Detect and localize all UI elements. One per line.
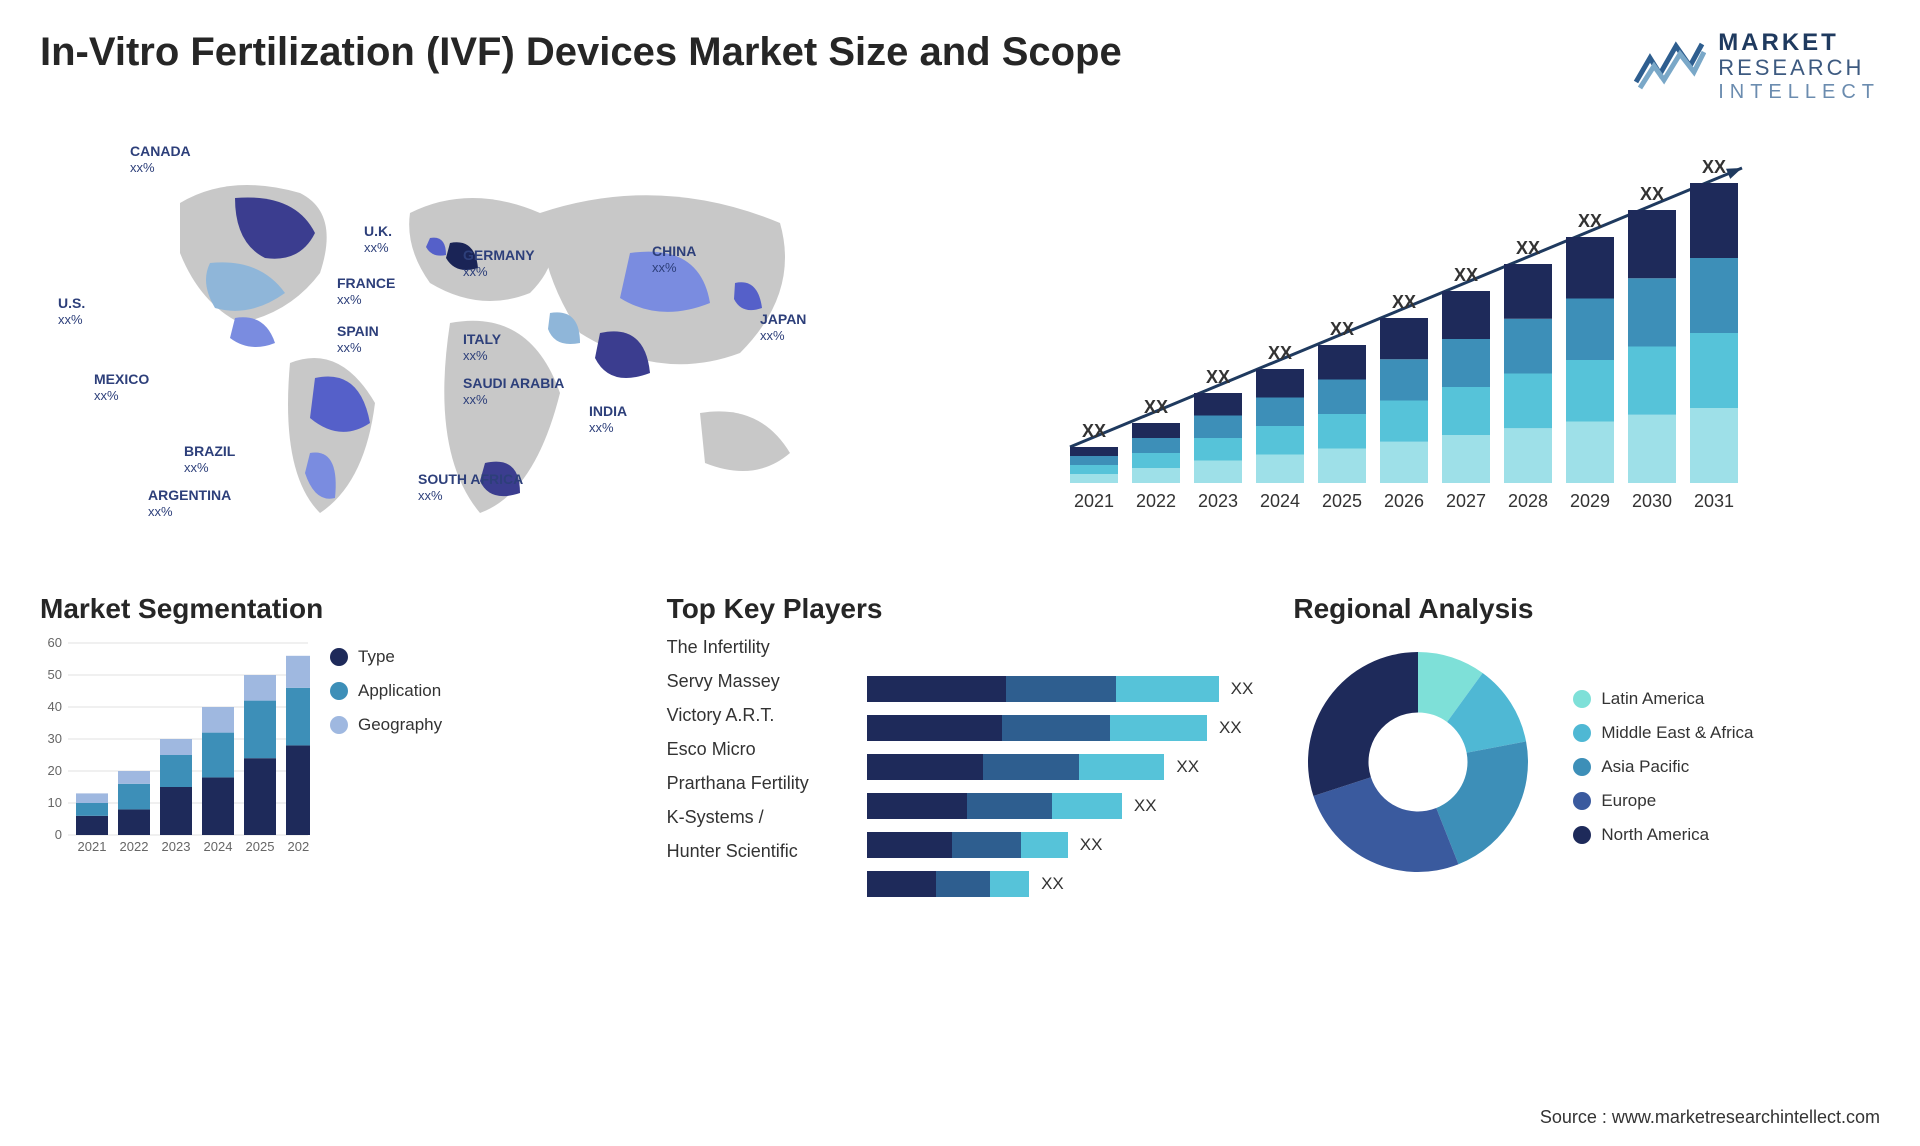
regional-title: Regional Analysis xyxy=(1293,593,1880,625)
legend-item: Geography xyxy=(330,715,442,735)
svg-text:XX: XX xyxy=(1640,184,1664,204)
legend-item: Latin America xyxy=(1573,689,1753,709)
market-size-chart: XX 2021 XX 2022 XX 2023 XX 2024 XX 2025 XX 2026 XX 20… xyxy=(980,143,1880,523)
legend-item: North America xyxy=(1573,825,1753,845)
svg-text:XX: XX xyxy=(1516,238,1540,258)
map-label-canada: CANADAxx% xyxy=(130,143,191,176)
svg-text:2030: 2030 xyxy=(1632,491,1672,511)
logo-icon xyxy=(1632,36,1706,96)
map-label-spain: SPAINxx% xyxy=(337,323,379,356)
svg-text:XX: XX xyxy=(1144,397,1168,417)
player-bars: XX XX XX XX XX XX xyxy=(867,637,1254,897)
svg-text:2026: 2026 xyxy=(288,839,310,854)
regional-panel: Regional Analysis Latin America Middle Ea… xyxy=(1293,593,1880,897)
player-name: Victory A.R.T. xyxy=(667,705,847,726)
logo-text-1: MARKET xyxy=(1718,30,1880,56)
player-row: XX xyxy=(867,715,1254,741)
svg-text:2029: 2029 xyxy=(1570,491,1610,511)
svg-text:XX: XX xyxy=(1454,265,1478,285)
svg-text:2023: 2023 xyxy=(162,839,191,854)
map-label-mexico: MEXICOxx% xyxy=(94,371,149,404)
segmentation-chart: 0 10 20 30 40 50 60 2021 2022 2023 2024 2025 2026 xyxy=(40,637,310,857)
map-label-brazil: BRAZILxx% xyxy=(184,443,235,476)
legend-item: Type xyxy=(330,647,442,667)
svg-text:2026: 2026 xyxy=(1384,491,1424,511)
svg-text:2024: 2024 xyxy=(1260,491,1300,511)
market-size-bars: XX 2021 XX 2022 XX 2023 XX 2024 XX 2025 XX 2026 XX 20… xyxy=(980,143,1880,523)
regional-donut xyxy=(1293,637,1543,887)
player-row: XX xyxy=(867,832,1254,858)
svg-text:2021: 2021 xyxy=(1074,491,1114,511)
svg-text:XX: XX xyxy=(1206,367,1230,387)
svg-text:30: 30 xyxy=(48,731,62,746)
legend-item: Asia Pacific xyxy=(1573,757,1753,777)
players-title: Top Key Players xyxy=(667,593,1254,625)
svg-text:XX: XX xyxy=(1392,292,1416,312)
svg-text:0: 0 xyxy=(55,827,62,842)
player-row: XX xyxy=(867,793,1254,819)
map-label-us: U.S.xx% xyxy=(58,295,85,328)
player-row: XX xyxy=(867,754,1254,780)
map-label-germany: GERMANYxx% xyxy=(463,247,535,280)
svg-text:40: 40 xyxy=(48,699,62,714)
svg-text:XX: XX xyxy=(1330,319,1354,339)
svg-text:2025: 2025 xyxy=(1322,491,1362,511)
map-label-southafrica: SOUTH AFRICAxx% xyxy=(418,471,523,504)
svg-text:2022: 2022 xyxy=(1136,491,1176,511)
player-name: Servy Massey xyxy=(667,671,847,692)
map-label-india: INDIAxx% xyxy=(589,403,627,436)
map-label-japan: JAPANxx% xyxy=(760,311,806,344)
player-row: XX xyxy=(867,871,1254,897)
segmentation-legend: Type Application Geography xyxy=(330,647,442,857)
map-label-france: FRANCExx% xyxy=(337,275,395,308)
svg-text:20: 20 xyxy=(48,763,62,778)
player-name: Hunter Scientific xyxy=(667,841,847,862)
source-attribution: Source : www.marketresearchintellect.com xyxy=(1540,1107,1880,1128)
svg-text:10: 10 xyxy=(48,795,62,810)
player-name: K-Systems / xyxy=(667,807,847,828)
page-title: In-Vitro Fertilization (IVF) Devices Mar… xyxy=(40,30,1122,75)
player-name: Esco Micro xyxy=(667,739,847,760)
svg-text:2024: 2024 xyxy=(204,839,233,854)
player-row xyxy=(867,637,1254,663)
logo-text-3: INTELLECT xyxy=(1718,81,1880,103)
svg-text:60: 60 xyxy=(48,637,62,650)
svg-text:2022: 2022 xyxy=(120,839,149,854)
map-label-argentina: ARGENTINAxx% xyxy=(148,487,231,520)
svg-text:XX: XX xyxy=(1578,211,1602,231)
logo-text-2: RESEARCH xyxy=(1718,56,1880,80)
world-map: CANADAxx% U.S.xx% MEXICOxx% BRAZILxx% ARGENT… xyxy=(40,143,940,543)
svg-text:2025: 2025 xyxy=(246,839,275,854)
map-label-italy: ITALYxx% xyxy=(463,331,501,364)
player-row: XX xyxy=(867,676,1254,702)
svg-text:XX: XX xyxy=(1268,343,1292,363)
player-name: Prarthana Fertility xyxy=(667,773,847,794)
legend-item: Application xyxy=(330,681,442,701)
svg-text:2021: 2021 xyxy=(78,839,107,854)
segmentation-panel: Market Segmentation 0 10 20 30 40 50 60 2021 202… xyxy=(40,593,627,897)
svg-text:XX: XX xyxy=(1082,421,1106,441)
svg-text:2031: 2031 xyxy=(1694,491,1734,511)
regional-legend: Latin America Middle East & Africa Asia Pa… xyxy=(1573,689,1753,845)
map-label-saudiarabia: SAUDI ARABIAxx% xyxy=(463,375,564,408)
legend-item: Middle East & Africa xyxy=(1573,723,1753,743)
map-label-china: CHINAxx% xyxy=(652,243,696,276)
map-label-uk: U.K.xx% xyxy=(364,223,392,256)
legend-item: Europe xyxy=(1573,791,1753,811)
player-name: The Infertility xyxy=(667,637,847,658)
svg-text:2023: 2023 xyxy=(1198,491,1238,511)
segmentation-title: Market Segmentation xyxy=(40,593,627,625)
brand-logo: MARKET RESEARCH INTELLECT xyxy=(1632,30,1880,103)
players-panel: Top Key Players The Infertility Servy Mas… xyxy=(667,593,1254,897)
svg-text:50: 50 xyxy=(48,667,62,682)
svg-text:2027: 2027 xyxy=(1446,491,1486,511)
svg-text:2028: 2028 xyxy=(1508,491,1548,511)
player-names: The Infertility Servy Massey Victory A.R.T… xyxy=(667,637,847,897)
svg-text:XX: XX xyxy=(1702,157,1726,177)
